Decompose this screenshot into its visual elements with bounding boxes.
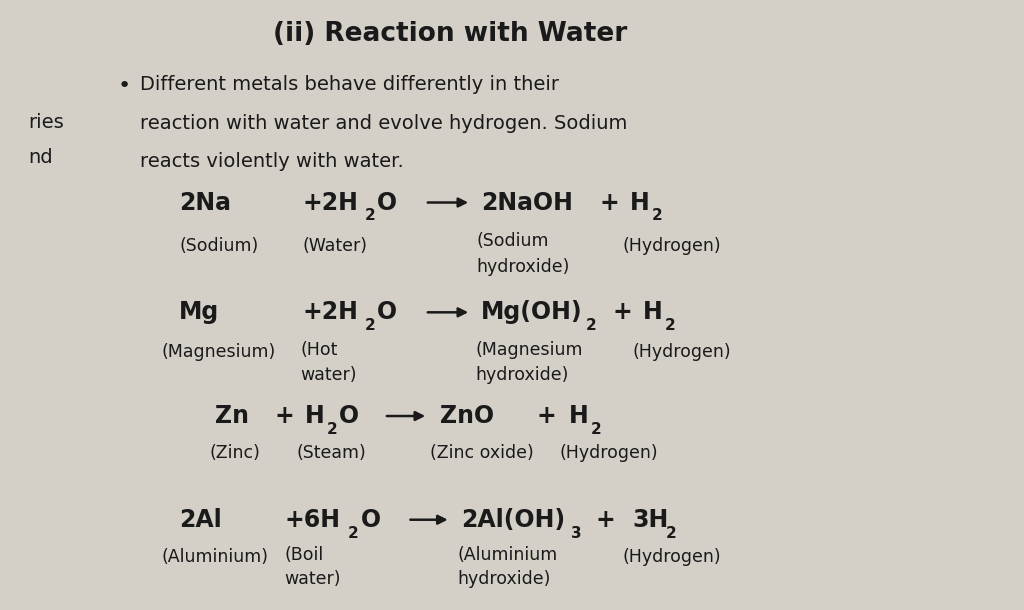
Text: H: H	[643, 300, 663, 325]
Text: H: H	[569, 404, 589, 428]
Text: 3H: 3H	[633, 508, 669, 532]
Text: +: +	[537, 404, 556, 428]
Text: +: +	[274, 404, 294, 428]
Text: 2: 2	[651, 209, 662, 223]
Text: (ii) Reaction with Water: (ii) Reaction with Water	[273, 21, 628, 48]
Text: (Hydrogen): (Hydrogen)	[633, 343, 731, 361]
Text: O: O	[377, 190, 397, 215]
Text: 2: 2	[327, 422, 337, 437]
Text: (Magnesium: (Magnesium	[475, 341, 583, 359]
Text: O: O	[377, 300, 397, 325]
Text: water): water)	[285, 570, 341, 589]
Text: 3: 3	[571, 526, 582, 540]
Text: •: •	[118, 76, 131, 96]
Text: 2Na: 2Na	[179, 190, 231, 215]
Text: water): water)	[300, 365, 356, 384]
Text: 2NaOH: 2NaOH	[481, 190, 573, 215]
Text: ries: ries	[29, 112, 65, 132]
Text: (Sodium): (Sodium)	[179, 237, 258, 255]
Text: 2: 2	[591, 422, 601, 437]
Text: +: +	[596, 508, 615, 532]
Text: (Aluminium): (Aluminium)	[162, 548, 268, 566]
Text: 2: 2	[365, 209, 375, 223]
Text: (Magnesium): (Magnesium)	[162, 343, 276, 361]
Text: (Hot: (Hot	[300, 341, 337, 359]
Text: +: +	[612, 300, 632, 325]
Text: 2Al: 2Al	[179, 508, 222, 532]
Text: 2: 2	[348, 526, 358, 540]
Text: O: O	[360, 508, 381, 532]
Text: Mg: Mg	[179, 300, 219, 325]
Text: H: H	[305, 404, 325, 428]
Text: (Hydrogen): (Hydrogen)	[623, 548, 721, 566]
Text: O: O	[339, 404, 359, 428]
Text: (Boil: (Boil	[285, 546, 324, 564]
Text: 2: 2	[365, 318, 375, 333]
Text: hydroxide): hydroxide)	[475, 365, 568, 384]
Text: +6H: +6H	[285, 508, 341, 532]
Text: (Zinc oxide): (Zinc oxide)	[430, 443, 534, 462]
Text: (Zinc): (Zinc)	[210, 443, 261, 462]
Text: (Hydrogen): (Hydrogen)	[623, 237, 721, 255]
Text: hydroxide): hydroxide)	[476, 258, 569, 276]
Text: (Steam): (Steam)	[297, 443, 367, 462]
Text: nd: nd	[29, 148, 53, 167]
Text: hydroxide): hydroxide)	[458, 570, 551, 589]
Text: (Water): (Water)	[302, 237, 367, 255]
Text: 2: 2	[665, 318, 675, 333]
Text: Mg(OH): Mg(OH)	[481, 300, 583, 325]
Text: (Hydrogen): (Hydrogen)	[559, 443, 657, 462]
Text: reacts violently with water.: reacts violently with water.	[140, 152, 404, 171]
Text: reaction with water and evolve hydrogen. Sodium: reaction with water and evolve hydrogen.…	[140, 114, 628, 133]
Text: (Aluminium: (Aluminium	[458, 546, 558, 564]
Text: Zn: Zn	[215, 404, 249, 428]
Text: 2Al(OH): 2Al(OH)	[461, 508, 565, 532]
Text: Different metals behave differently in their: Different metals behave differently in t…	[140, 75, 559, 94]
Text: 2: 2	[666, 526, 676, 540]
Text: H: H	[630, 190, 649, 215]
Text: +: +	[599, 190, 618, 215]
Text: (Sodium: (Sodium	[476, 232, 549, 250]
Text: +2H: +2H	[302, 300, 358, 325]
Text: ZnO: ZnO	[440, 404, 495, 428]
Text: +2H: +2H	[302, 190, 358, 215]
Text: 2: 2	[586, 318, 596, 333]
